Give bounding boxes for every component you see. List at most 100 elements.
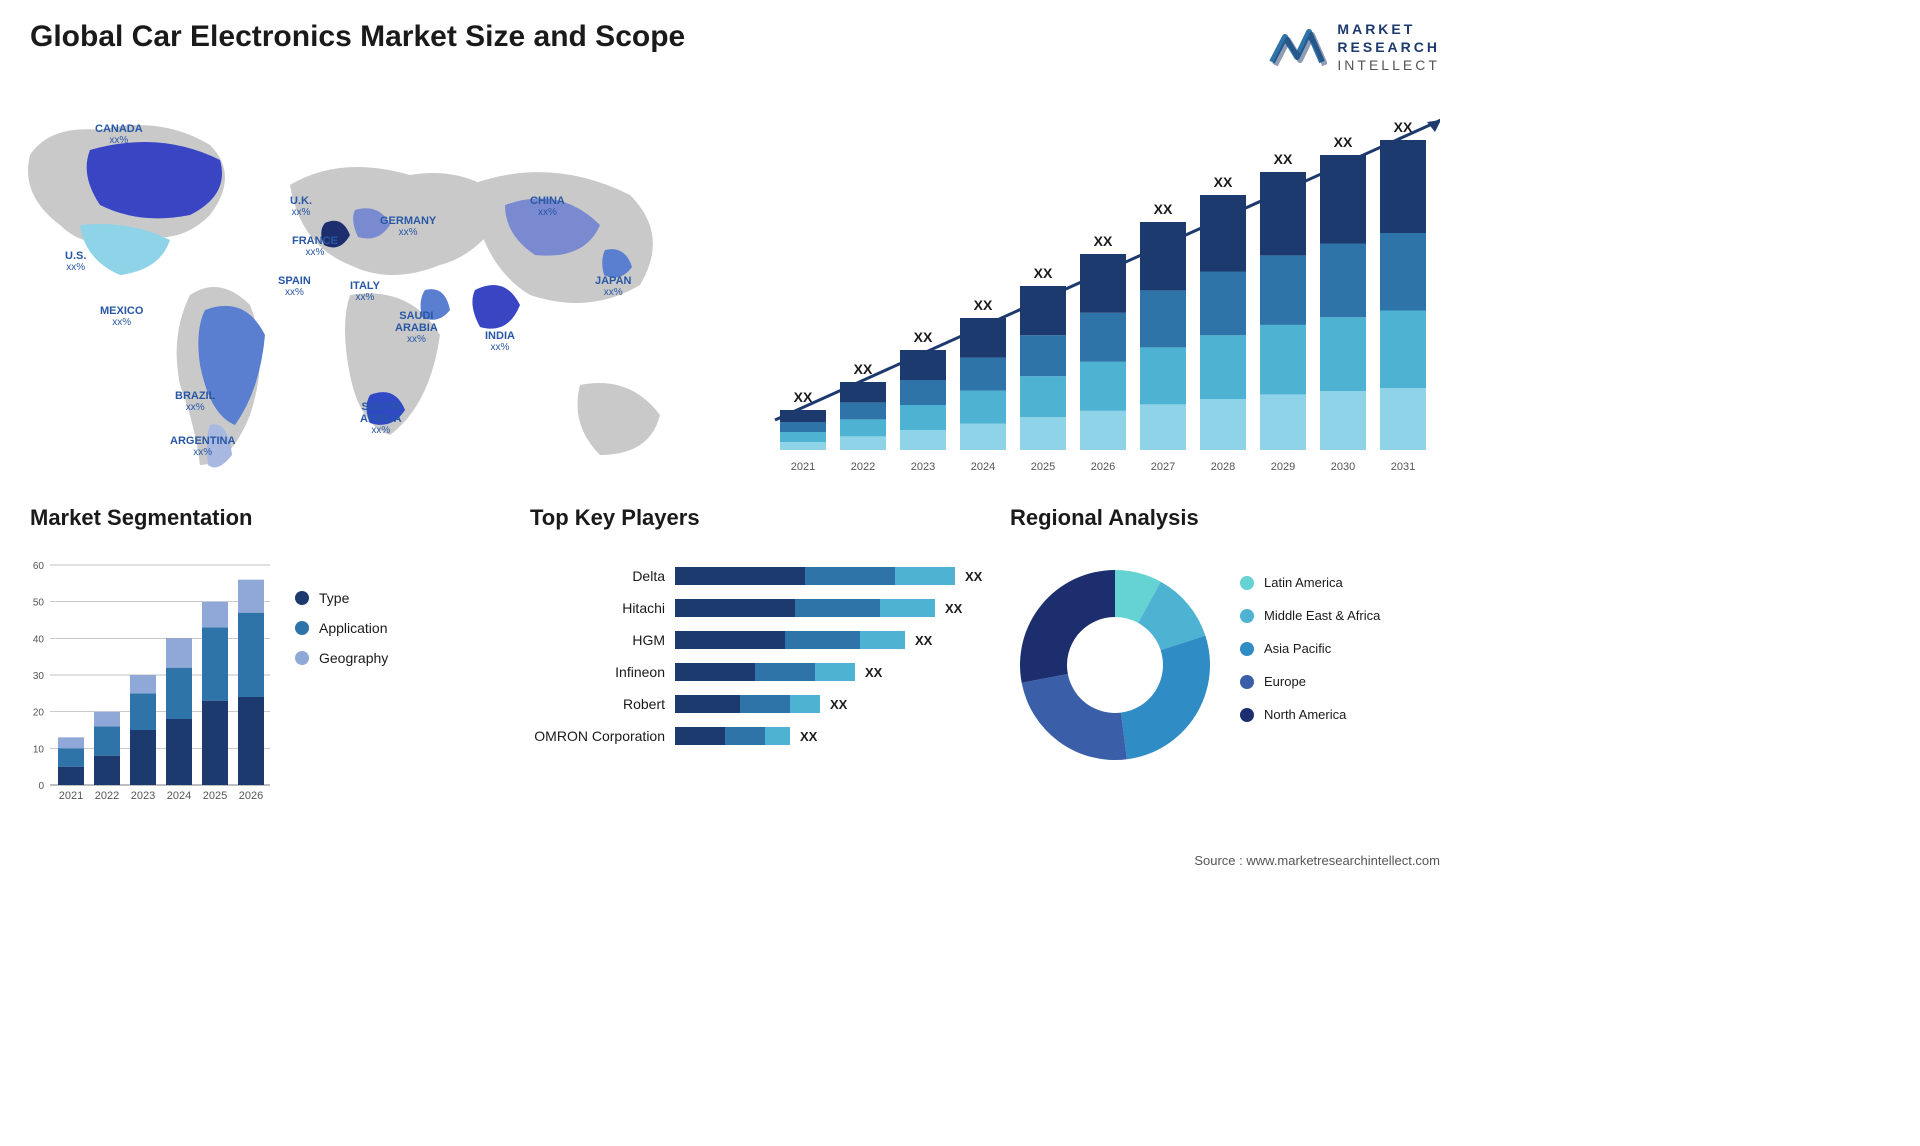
key-player-value: XX: [830, 697, 847, 712]
svg-text:50: 50: [33, 598, 45, 609]
region-legend-item: Europe: [1240, 674, 1380, 689]
legend-swatch: [1240, 576, 1254, 590]
svg-text:2025: 2025: [1031, 461, 1055, 473]
legend-swatch: [295, 651, 309, 665]
svg-text:XX: XX: [854, 361, 873, 377]
legend-item: Type: [295, 590, 388, 606]
svg-text:40: 40: [33, 634, 45, 645]
legend-swatch: [1240, 642, 1254, 656]
svg-text:2024: 2024: [971, 461, 995, 473]
key-player-value: XX: [965, 569, 982, 584]
key-player-bars: [675, 727, 790, 745]
key-player-bars: [675, 695, 820, 713]
key-player-row: Infineon XX: [510, 661, 990, 683]
key-player-value: XX: [915, 633, 932, 648]
legend-swatch: [1240, 675, 1254, 689]
svg-text:2027: 2027: [1151, 461, 1175, 473]
map-label: INDIAxx%: [485, 330, 515, 353]
regional-title: Regional Analysis: [1010, 505, 1440, 531]
region-legend-item: Latin America: [1240, 575, 1380, 590]
map-label: SAUDIARABIAxx%: [395, 310, 438, 345]
svg-text:10: 10: [33, 744, 45, 755]
svg-text:2031: 2031: [1391, 461, 1415, 473]
legend-item: Geography: [295, 650, 388, 666]
svg-text:XX: XX: [974, 297, 993, 313]
key-player-row: Robert XX: [510, 693, 990, 715]
legend-swatch: [1240, 708, 1254, 722]
logo-line3: INTELLECT: [1337, 56, 1440, 74]
svg-text:2022: 2022: [95, 790, 119, 802]
world-map: CANADAxx%U.S.xx%MEXICOxx%BRAZILxx%ARGENT…: [10, 95, 730, 495]
map-label: SPAINxx%: [278, 275, 311, 298]
map-label: JAPANxx%: [595, 275, 631, 298]
key-player-value: XX: [800, 729, 817, 744]
map-label: ARGENTINAxx%: [170, 435, 235, 458]
svg-text:20: 20: [33, 708, 45, 719]
svg-text:2028: 2028: [1211, 461, 1235, 473]
regional-legend: Latin America Middle East & Africa Asia Pa…: [1240, 575, 1380, 740]
key-player-bars: [675, 663, 855, 681]
svg-text:XX: XX: [1274, 151, 1293, 167]
legend-label: Europe: [1264, 674, 1306, 689]
source-text: Source : www.marketresearchintellect.com: [1194, 853, 1440, 868]
svg-text:2023: 2023: [911, 461, 935, 473]
key-player-row: Delta XX: [510, 565, 990, 587]
map-label: GERMANYxx%: [380, 215, 436, 238]
svg-text:2026: 2026: [239, 790, 263, 802]
map-label: CHINAxx%: [530, 195, 565, 218]
segmentation-title: Market Segmentation: [30, 505, 490, 531]
legend-label: Latin America: [1264, 575, 1343, 590]
legend-label: Type: [319, 590, 349, 606]
map-label: U.K.xx%: [290, 195, 312, 218]
key-player-name: Hitachi: [510, 600, 675, 616]
map-label: BRAZILxx%: [175, 390, 215, 413]
key-player-row: Hitachi XX: [510, 597, 990, 619]
key-player-name: Robert: [510, 696, 675, 712]
key-player-name: OMRON Corporation: [510, 728, 675, 744]
svg-text:2030: 2030: [1331, 461, 1355, 473]
svg-text:XX: XX: [1154, 201, 1173, 217]
svg-text:2024: 2024: [167, 790, 191, 802]
regional-donut: [1010, 560, 1220, 770]
svg-text:XX: XX: [1034, 265, 1053, 281]
svg-text:XX: XX: [1334, 134, 1353, 150]
page-title: Global Car Electronics Market Size and S…: [30, 20, 685, 54]
svg-text:XX: XX: [1214, 174, 1233, 190]
legend-label: Geography: [319, 650, 388, 666]
segmentation-chart: 0102030405060202120222023202420252026: [20, 555, 280, 815]
svg-text:2023: 2023: [131, 790, 155, 802]
svg-text:2021: 2021: [59, 790, 83, 802]
key-player-name: Infineon: [510, 664, 675, 680]
region-legend-item: North America: [1240, 707, 1380, 722]
legend-swatch: [295, 621, 309, 635]
key-player-row: HGM XX: [510, 629, 990, 651]
map-label: SOUTHAFRICAxx%: [360, 401, 402, 436]
key-players-title: Top Key Players: [530, 505, 990, 531]
legend-label: North America: [1264, 707, 1346, 722]
map-label: ITALYxx%: [350, 280, 380, 303]
map-label: U.S.xx%: [65, 250, 86, 273]
svg-text:0: 0: [38, 781, 44, 792]
svg-text:2029: 2029: [1271, 461, 1295, 473]
key-player-name: HGM: [510, 632, 675, 648]
svg-text:XX: XX: [1094, 233, 1113, 249]
key-player-value: XX: [945, 601, 962, 616]
key-player-bars: [675, 631, 905, 649]
legend-label: Middle East & Africa: [1264, 608, 1380, 623]
legend-label: Asia Pacific: [1264, 641, 1331, 656]
logo-line1: MARKET: [1337, 20, 1440, 38]
key-players-chart: DeltaXXHitachiXXHGMXXInfineonXXRobertXXO…: [510, 565, 990, 815]
svg-text:30: 30: [33, 671, 45, 682]
brand-logo: MARKET RESEARCH INTELLECT: [1267, 20, 1440, 75]
map-label: FRANCExx%: [292, 235, 338, 258]
logo-icon: [1267, 22, 1327, 72]
svg-text:2026: 2026: [1091, 461, 1115, 473]
svg-text:2021: 2021: [791, 461, 815, 473]
legend-swatch: [295, 591, 309, 605]
key-player-row: OMRON Corporation XX: [510, 725, 990, 747]
legend-label: Application: [319, 620, 388, 636]
key-player-bars: [675, 599, 935, 617]
key-player-value: XX: [865, 665, 882, 680]
key-player-name: Delta: [510, 568, 675, 584]
segmentation-legend: Type Application Geography: [295, 590, 388, 680]
